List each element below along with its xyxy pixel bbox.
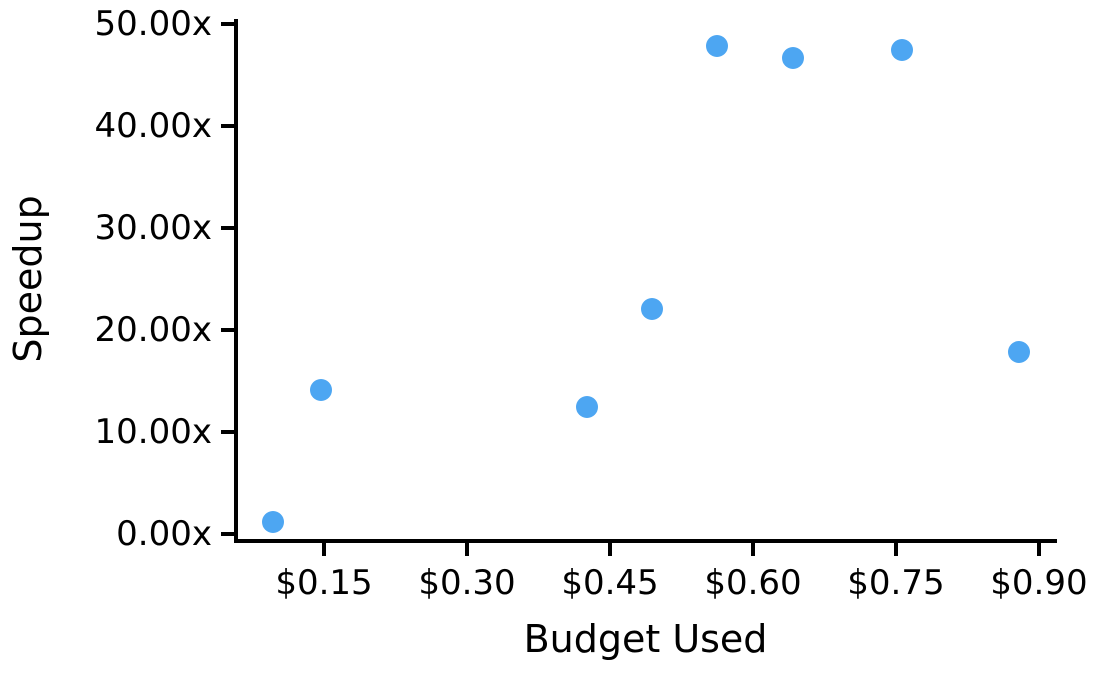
data-point-marker[interactable] bbox=[890, 38, 913, 61]
x-tick-mark bbox=[750, 542, 755, 556]
x-tick-mark bbox=[464, 542, 469, 556]
y-tick-label: 0.00x bbox=[116, 514, 212, 554]
y-tick-mark bbox=[221, 532, 235, 536]
y-tick-mark bbox=[221, 328, 235, 332]
data-point-marker[interactable] bbox=[310, 379, 333, 402]
y-axis-spine bbox=[234, 19, 238, 539]
x-tick-label: $0.90 bbox=[990, 563, 1088, 603]
y-tick-label-wrap: 40.00x bbox=[0, 106, 212, 146]
x-tick-label: $0.75 bbox=[847, 563, 945, 603]
y-tick-label-wrap: 20.00x bbox=[0, 310, 212, 350]
data-point-marker[interactable] bbox=[640, 297, 663, 320]
y-tick-label: 20.00x bbox=[94, 310, 212, 350]
x-tick-mark bbox=[893, 542, 898, 556]
x-tick-mark bbox=[1036, 542, 1041, 556]
x-axis-spine bbox=[234, 539, 1057, 543]
x-tick-label: $0.15 bbox=[275, 563, 373, 603]
data-point-marker[interactable] bbox=[576, 395, 599, 418]
y-tick-mark bbox=[221, 430, 235, 434]
data-point-marker[interactable] bbox=[782, 46, 805, 69]
data-point-marker[interactable] bbox=[1007, 341, 1030, 364]
y-tick-label-wrap: 10.00x bbox=[0, 412, 212, 452]
y-tick-label: 40.00x bbox=[94, 106, 212, 146]
x-axis-label: Budget Used bbox=[523, 617, 768, 661]
x-tick-mark bbox=[322, 542, 326, 556]
y-tick-label-wrap: 0.00x bbox=[0, 514, 212, 554]
y-tick-label: 50.00x bbox=[94, 4, 212, 44]
y-tick-label-wrap: 50.00x bbox=[0, 4, 212, 44]
y-tick-label-wrap: 30.00x bbox=[0, 208, 212, 248]
y-tick-mark bbox=[221, 226, 235, 230]
data-point-marker[interactable] bbox=[705, 35, 728, 58]
y-tick-mark bbox=[221, 124, 235, 128]
x-tick-label: $0.30 bbox=[418, 563, 516, 603]
x-tick-label: $0.45 bbox=[561, 563, 659, 603]
y-tick-label: 10.00x bbox=[94, 412, 212, 452]
x-tick-label: $0.60 bbox=[704, 563, 802, 603]
y-tick-label: 30.00x bbox=[94, 208, 212, 248]
data-point-marker[interactable] bbox=[262, 510, 285, 533]
x-tick-mark bbox=[607, 542, 612, 556]
y-axis-label: Speedup bbox=[6, 195, 51, 363]
y-tick-mark bbox=[221, 22, 235, 26]
